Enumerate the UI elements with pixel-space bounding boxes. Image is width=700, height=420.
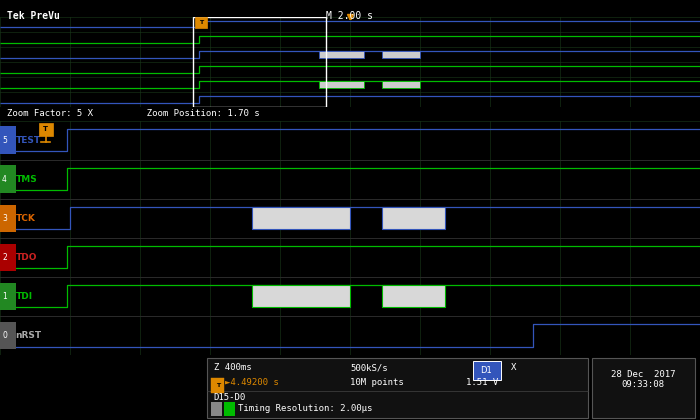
Text: 0: 0 — [2, 331, 7, 340]
Text: 5: 5 — [2, 136, 7, 144]
Text: X: X — [511, 363, 517, 373]
Text: ►4.49200 s: ►4.49200 s — [225, 378, 279, 387]
Text: TDO: TDO — [15, 253, 37, 262]
Text: 500kS/s: 500kS/s — [350, 363, 388, 373]
Text: 28 Dec  2017
09:33:08: 28 Dec 2017 09:33:08 — [611, 370, 676, 389]
Text: T: T — [199, 20, 203, 25]
Bar — [252, 207, 350, 229]
Bar — [38, 123, 52, 136]
Bar — [318, 51, 364, 58]
Bar — [193, 17, 326, 107]
Text: TDI: TDI — [15, 292, 32, 301]
Text: TEST: TEST — [15, 136, 41, 144]
Bar — [592, 358, 695, 418]
Text: TCK: TCK — [15, 214, 35, 223]
Bar — [252, 285, 350, 307]
Text: Z 400ms: Z 400ms — [214, 363, 251, 373]
Bar — [382, 207, 444, 229]
Bar — [206, 358, 588, 418]
Bar — [211, 402, 222, 416]
Text: D15-D0: D15-D0 — [214, 393, 246, 402]
Bar — [195, 17, 207, 28]
Text: T: T — [43, 126, 48, 132]
Text: 10M points: 10M points — [350, 378, 404, 387]
Bar — [382, 81, 420, 88]
Text: Timing Resolution: 2.00μs: Timing Resolution: 2.00μs — [238, 404, 372, 413]
Text: Zoom Factor: 5 X          Zoom Position: 1.70 s: Zoom Factor: 5 X Zoom Position: 1.70 s — [7, 109, 260, 118]
Text: Tek PreVu: Tek PreVu — [7, 11, 60, 21]
Bar — [382, 285, 444, 307]
Bar — [318, 81, 364, 88]
Text: D1: D1 — [481, 366, 492, 375]
Bar — [224, 402, 234, 416]
Text: M 2.00 s: M 2.00 s — [326, 11, 374, 21]
Text: 4: 4 — [2, 175, 7, 184]
Text: 2: 2 — [2, 253, 7, 262]
Bar — [211, 378, 224, 393]
Text: T: T — [216, 383, 220, 388]
Text: TMS: TMS — [15, 175, 37, 184]
Text: 1.51 V: 1.51 V — [466, 378, 498, 387]
Text: nRST: nRST — [15, 331, 41, 340]
Text: 1: 1 — [2, 292, 7, 301]
Bar — [382, 51, 420, 58]
Bar — [473, 361, 500, 380]
Text: 3: 3 — [2, 214, 7, 223]
